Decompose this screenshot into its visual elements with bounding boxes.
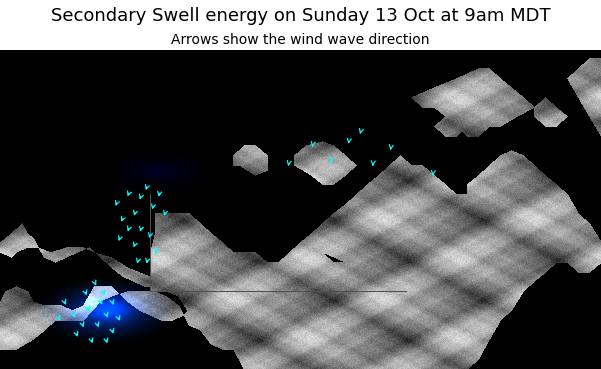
Text: Arrows show the wind wave direction: Arrows show the wind wave direction: [171, 33, 430, 47]
Text: Secondary Swell energy on Sunday 13 Oct at 9am MDT: Secondary Swell energy on Sunday 13 Oct …: [50, 7, 551, 25]
